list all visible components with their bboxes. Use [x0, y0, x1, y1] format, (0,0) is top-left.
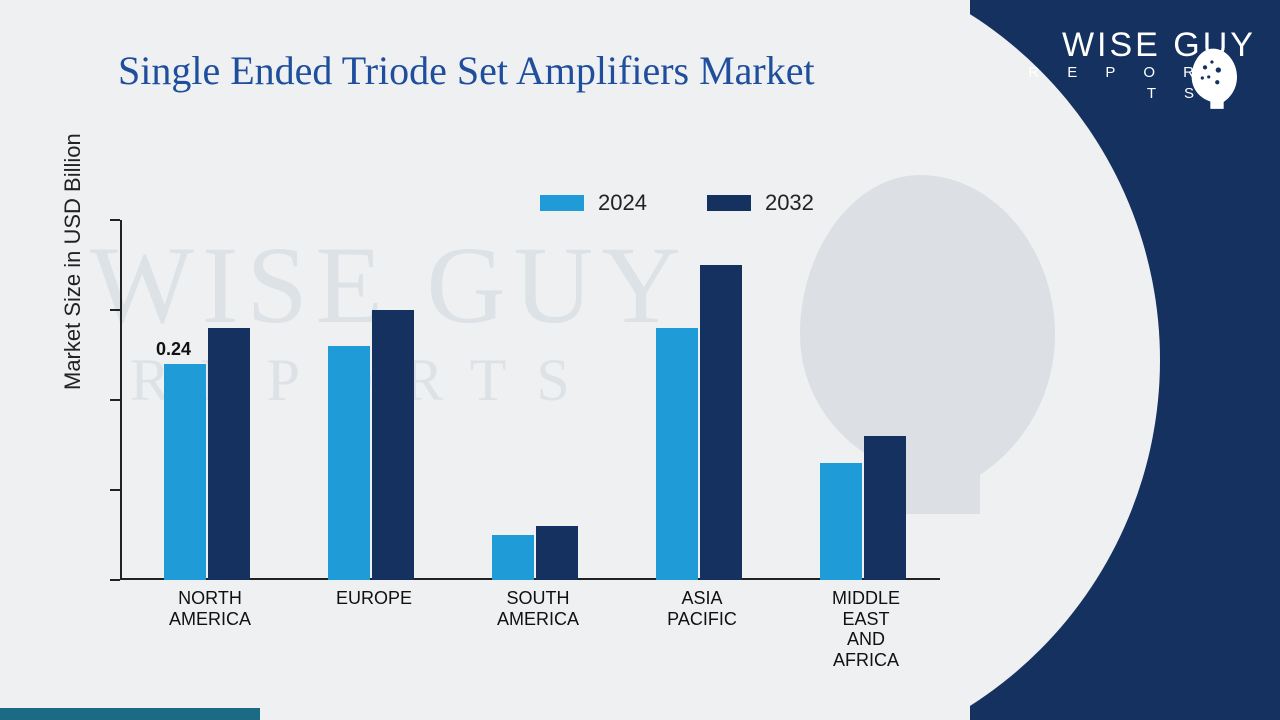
brand-head-icon	[1186, 46, 1240, 110]
bar-2032	[700, 265, 742, 580]
y-tick	[110, 489, 120, 491]
y-axis-line	[120, 220, 122, 580]
legend-label-2024: 2024	[598, 190, 647, 216]
category-label: ASIAPACIFIC	[632, 588, 772, 629]
legend-swatch-2032	[707, 195, 751, 211]
category-label: SOUTHAMERICA	[468, 588, 608, 629]
bar-2024	[492, 535, 534, 580]
category-label: MIDDLEEASTANDAFRICA	[796, 588, 936, 671]
bar-2032	[372, 310, 414, 580]
bar-2032	[208, 328, 250, 580]
bar-2032	[864, 436, 906, 580]
y-tick	[110, 579, 120, 581]
legend: 2024 2032	[540, 190, 814, 216]
brand-block: WISE GUY R E P O R T S	[996, 28, 1256, 104]
bar-value-label: 0.24	[156, 339, 191, 360]
brand-subtitle: R E P O R T S	[996, 62, 1206, 104]
y-tick	[110, 309, 120, 311]
category-label: NORTHAMERICA	[140, 588, 280, 629]
y-tick	[110, 399, 120, 401]
chart-plot-area: 0.24NORTHAMERICAEUROPESOUTHAMERICAASIAPA…	[120, 220, 940, 580]
bar-2024	[164, 364, 206, 580]
bar-2024	[656, 328, 698, 580]
y-tick	[110, 219, 120, 221]
category-label: EUROPE	[304, 588, 444, 609]
bar-2024	[820, 463, 862, 580]
accent-bottom-bar	[0, 708, 260, 720]
chart-title: Single Ended Triode Set Amplifiers Marke…	[118, 48, 818, 94]
y-axis-label: Market Size in USD Billion	[60, 133, 86, 390]
legend-swatch-2024	[540, 195, 584, 211]
bar-2032	[536, 526, 578, 580]
legend-label-2032: 2032	[765, 190, 814, 216]
legend-item-2032: 2032	[707, 190, 814, 216]
bar-2024	[328, 346, 370, 580]
legend-item-2024: 2024	[540, 190, 647, 216]
